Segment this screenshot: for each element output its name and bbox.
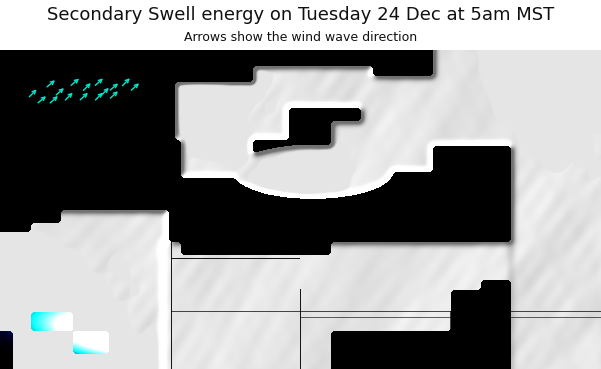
Text: Secondary Swell energy on Tuesday 24 Dec at 5am MST: Secondary Swell energy on Tuesday 24 Dec… xyxy=(47,6,554,24)
Text: Arrows show the wind wave direction: Arrows show the wind wave direction xyxy=(184,31,417,44)
